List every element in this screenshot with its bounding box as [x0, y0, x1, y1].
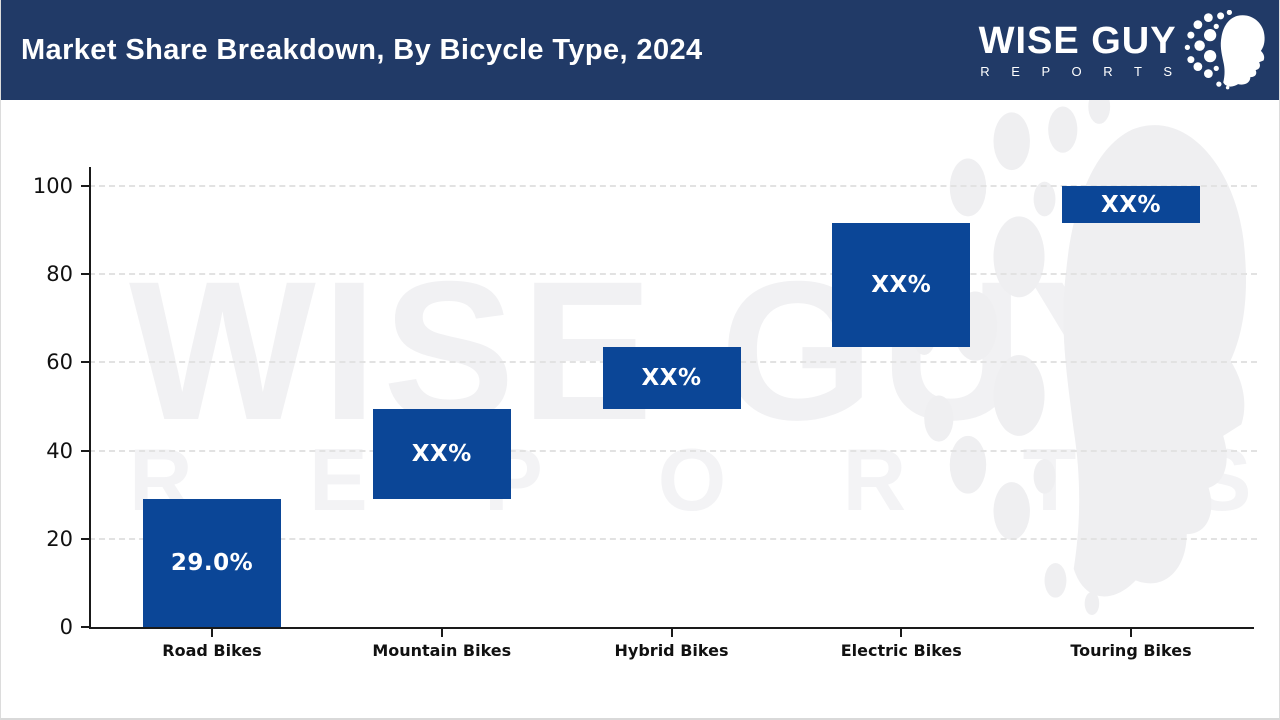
- brand-name: WISE GUY: [978, 19, 1177, 62]
- y-tick-label-60: 60: [46, 350, 73, 375]
- bar-electric-bikes: XX%: [832, 223, 971, 347]
- x-tick-4: [1130, 629, 1132, 637]
- y-tick-label-80: 80: [46, 262, 73, 287]
- gridline-80: [89, 273, 1257, 276]
- y-tick-20: [81, 537, 89, 540]
- y-tick-0: [81, 626, 89, 628]
- brand-subname: R E P O R T S: [980, 63, 1181, 79]
- bar-mountain-bikes: XX%: [372, 408, 511, 500]
- x-tick-1: [440, 629, 443, 637]
- y-tick-label-20: 20: [46, 526, 73, 551]
- bar-road-bikes: 29.0%: [143, 499, 281, 627]
- gridline-100: [89, 185, 1257, 187]
- x-tick-0: [211, 629, 213, 637]
- brand-logo-text: WISE GUY R E P O R T S: [974, 22, 1181, 79]
- x-tick-3: [900, 629, 903, 637]
- bar-value-label: XX%: [641, 364, 702, 391]
- y-axis: [89, 167, 91, 629]
- bar-hybrid-bikes: XX%: [602, 346, 741, 409]
- gridline-20: [89, 537, 1257, 540]
- y-tick-label-0: 0: [59, 615, 73, 639]
- header-bar: Market Share Breakdown, By Bicycle Type,…: [1, 0, 1279, 100]
- category-label-4: Touring Bikes: [1070, 641, 1192, 660]
- page-title: Market Share Breakdown, By Bicycle Type,…: [21, 33, 703, 66]
- bar-touring-bikes: XX%: [1062, 186, 1200, 224]
- y-tick-100: [81, 185, 89, 187]
- y-tick-label-40: 40: [46, 438, 73, 463]
- x-tick-2: [670, 629, 673, 637]
- y-tick-80: [81, 273, 89, 276]
- gridline-40: [89, 449, 1257, 452]
- bar-value-label: XX%: [1100, 191, 1161, 218]
- bar-value-label: XX%: [411, 440, 472, 467]
- y-tick-40: [81, 449, 89, 452]
- x-axis: [89, 627, 1254, 629]
- brand-logo: WISE GUY R E P O R T S: [974, 8, 1267, 92]
- bar-value-label: 29.0%: [170, 550, 254, 577]
- category-label-0: Road Bikes: [162, 641, 262, 660]
- category-label-1: Mountain Bikes: [372, 641, 512, 660]
- y-tick-60: [81, 361, 89, 364]
- bar-value-label: XX%: [871, 272, 932, 299]
- category-label-2: Hybrid Bikes: [614, 641, 729, 660]
- y-tick-label-100: 100: [32, 174, 73, 198]
- category-label-3: Electric Bikes: [840, 641, 962, 660]
